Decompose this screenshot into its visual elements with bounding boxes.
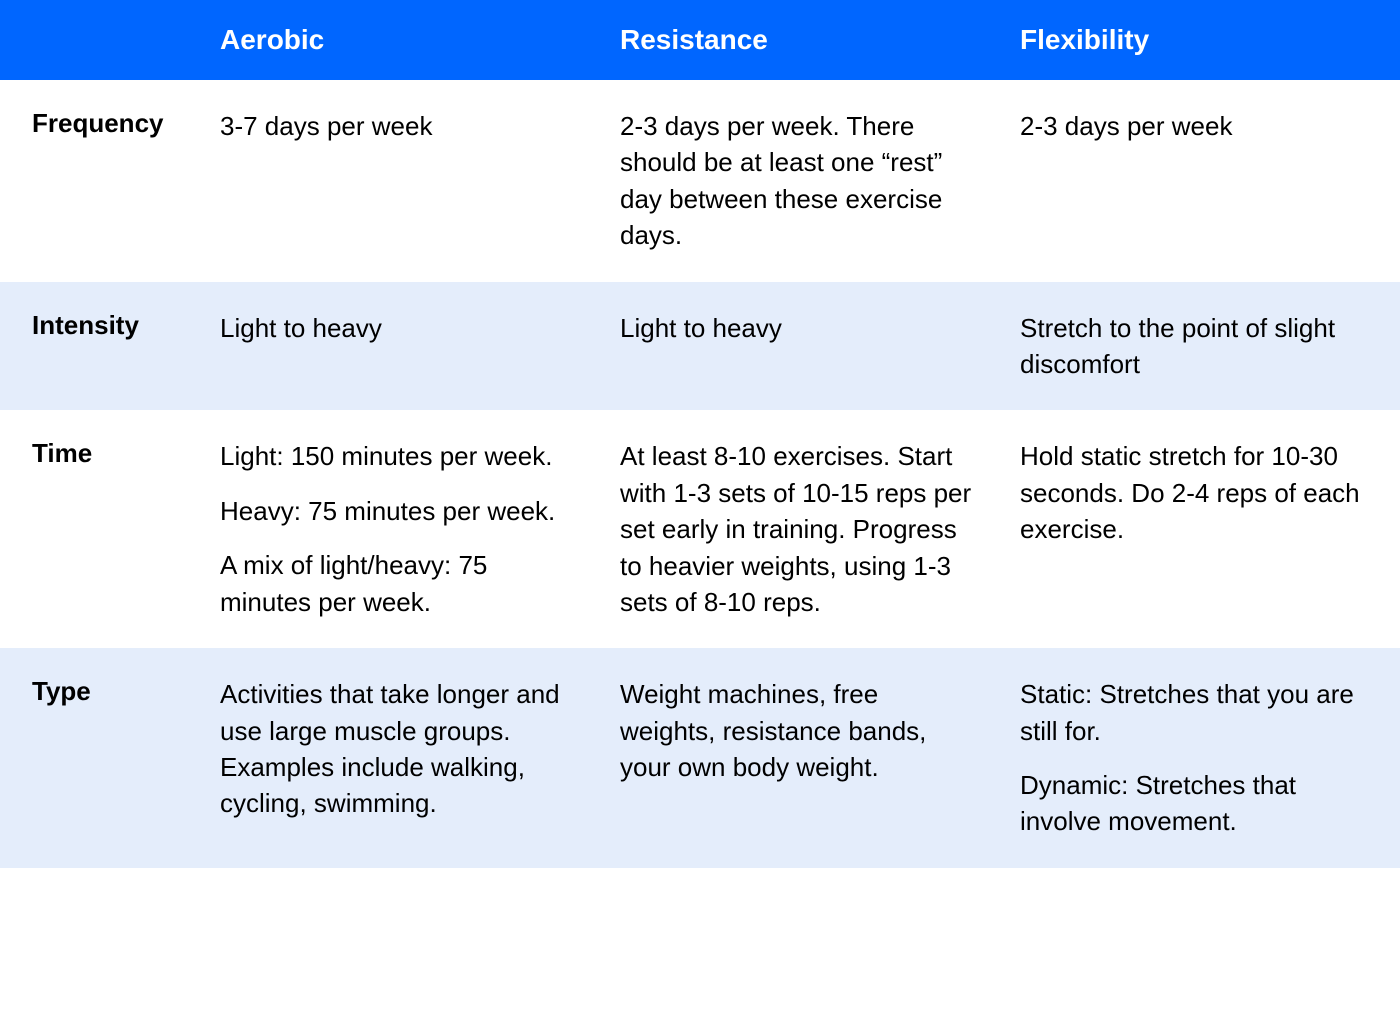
table-cell: 2-3 days per week	[1000, 80, 1400, 282]
cell-paragraph: Weight machines, free weights, resistanc…	[620, 676, 980, 785]
header-empty	[0, 0, 200, 80]
table-row: Frequency 3-7 days per week 2-3 days per w…	[0, 80, 1400, 282]
table-body: Frequency 3-7 days per week 2-3 days per w…	[0, 80, 1400, 868]
table-cell: 3-7 days per week	[200, 80, 600, 282]
cell-paragraph: A mix of light/heavy: 75 minutes per wee…	[220, 547, 580, 620]
table-cell: Light to heavy	[600, 282, 1000, 411]
cell-paragraph: Static: Stretches that you are still for…	[1020, 676, 1380, 749]
cell-paragraph: Light to heavy	[220, 310, 580, 346]
header-aerobic: Aerobic	[200, 0, 600, 80]
cell-paragraph: 2-3 days per week. There should be at le…	[620, 108, 980, 254]
header-flexibility: Flexibility	[1000, 0, 1400, 80]
table-cell: Static: Stretches that you are still for…	[1000, 648, 1400, 868]
cell-paragraph: Activities that take longer and use larg…	[220, 676, 580, 822]
cell-paragraph: 3-7 days per week	[220, 108, 580, 144]
table-cell: Light to heavy	[200, 282, 600, 411]
exercise-guidelines-table: Aerobic Resistance Flexibility Frequency…	[0, 0, 1400, 868]
row-label: Frequency	[0, 80, 200, 282]
cell-paragraph: Light: 150 minutes per week.	[220, 438, 580, 474]
cell-paragraph: Hold static stretch for 10-30 seconds. D…	[1020, 438, 1380, 547]
table-cell: Stretch to the point of slight discomfor…	[1000, 282, 1400, 411]
table-row: TypeActivities that take longer and use …	[0, 648, 1400, 868]
row-label: Intensity	[0, 282, 200, 411]
table-row: Time Light: 150 minutes per week. Heavy: 7…	[0, 410, 1400, 648]
cell-paragraph: Dynamic: Stretches that involve movement…	[1020, 767, 1380, 840]
table-cell: Activities that take longer and use larg…	[200, 648, 600, 868]
cell-paragraph: 2-3 days per week	[1020, 108, 1380, 144]
cell-paragraph: Light to heavy	[620, 310, 980, 346]
table-cell: 2-3 days per week. There should be at le…	[600, 80, 1000, 282]
table-cell: Weight machines, free weights, resistanc…	[600, 648, 1000, 868]
table-cell: Light: 150 minutes per week. Heavy: 75 mi…	[200, 410, 600, 648]
table-header-row: Aerobic Resistance Flexibility	[0, 0, 1400, 80]
row-label: Type	[0, 648, 200, 868]
table-cell: Hold static stretch for 10-30 seconds. D…	[1000, 410, 1400, 648]
table-cell: At least 8-10 exercises. Start with 1-3 …	[600, 410, 1000, 648]
table-row: Intensity Light to heavy Light to heavy Str…	[0, 282, 1400, 411]
header-resistance: Resistance	[600, 0, 1000, 80]
cell-paragraph: At least 8-10 exercises. Start with 1-3 …	[620, 438, 980, 620]
cell-paragraph: Stretch to the point of slight discomfor…	[1020, 310, 1380, 383]
row-label: Time	[0, 410, 200, 648]
cell-paragraph: Heavy: 75 minutes per week.	[220, 493, 580, 529]
